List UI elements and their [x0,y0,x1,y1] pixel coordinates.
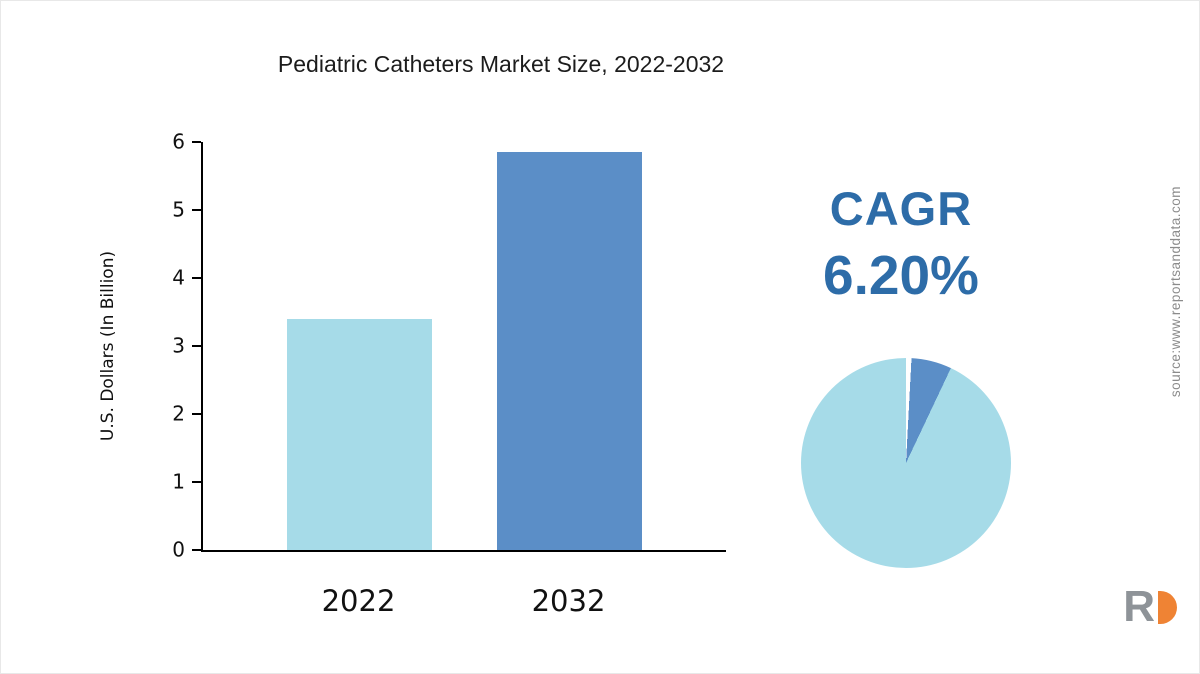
logo-orange-d-shape [1158,590,1177,624]
cagr-value: 6.20% [823,244,979,307]
y-tick-label: 0 [172,537,185,562]
bar-plot-area: 0 1 2 3 4 5 6 [172,130,726,562]
bar-2032 [497,152,642,550]
cagr-label: CAGR [829,182,973,235]
y-axis-title: U.S. Dollars (In Billion) [98,250,118,442]
y-tick-mark [192,277,201,279]
y-tick-mark [192,209,201,211]
logo-letter-r: R [1123,582,1155,631]
y-tick-label: 1 [172,469,185,494]
x-tick-label: 2032 [531,584,606,618]
bar-2022 [287,318,432,550]
y-tick-label: 3 [172,333,185,358]
y-tick-mark [192,549,201,551]
source-note: source:www.reportsanddata.com [1168,186,1183,398]
cagr-block: CAGR 6.20% [769,184,1033,305]
y-tick-mark [192,413,201,415]
y-tick-mark [192,141,201,143]
x-tick-label: 2022 [321,584,396,618]
y-tick-label: 6 [172,129,185,154]
y-tick-label: 2 [172,401,185,426]
reports-and-data-logo: R [1123,585,1177,629]
y-tick-label: 4 [172,265,185,290]
y-tick-label: 5 [172,197,185,222]
x-labels: 2022 2032 [201,584,726,618]
y-tick-mark [192,345,201,347]
y-tick-mark [192,481,201,483]
cagr-pie-chart [801,358,1011,568]
chart-title: Pediatric Catheters Market Size, 2022-20… [277,51,725,77]
bars [203,142,726,550]
